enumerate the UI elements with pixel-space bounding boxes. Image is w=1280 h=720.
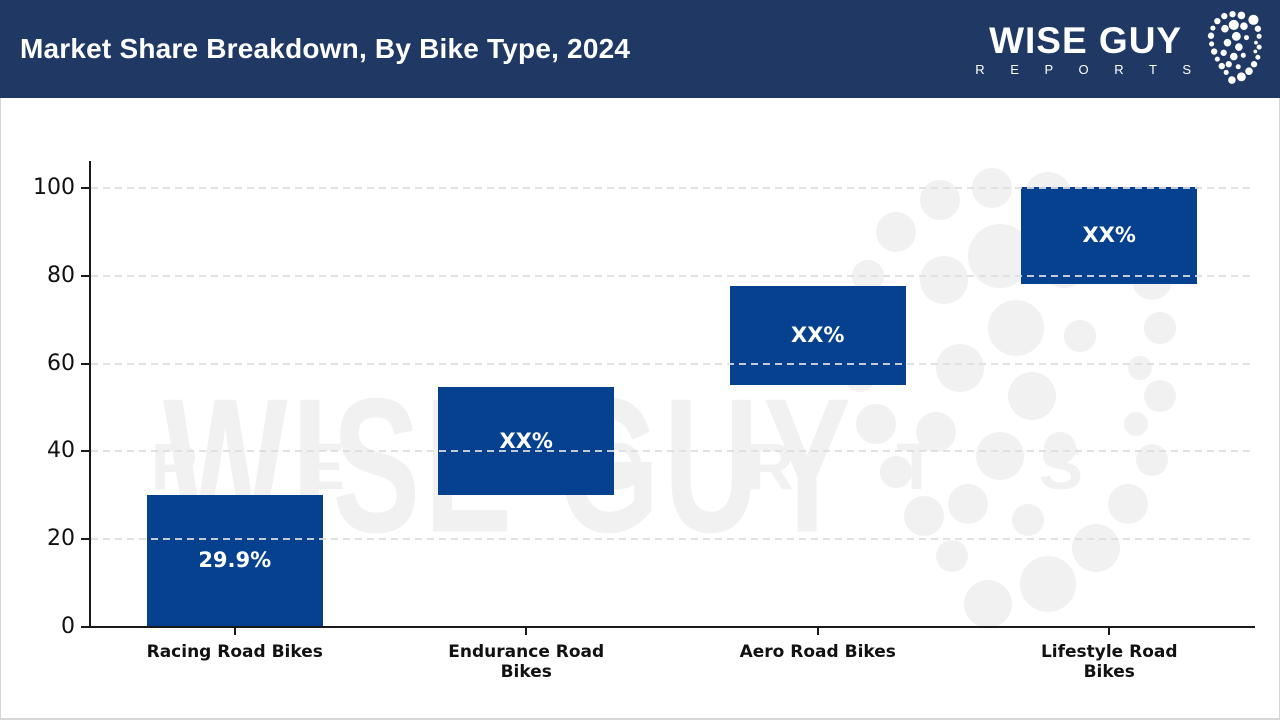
y-tick-label: 60 xyxy=(47,350,75,376)
x-tick-mark xyxy=(525,628,528,635)
gridline xyxy=(91,450,1255,453)
wiseguy-face-icon xyxy=(1207,11,1262,84)
gridline xyxy=(91,362,1255,365)
bar-value-label: 29.9% xyxy=(198,548,272,573)
y-tick-label: 80 xyxy=(47,262,75,288)
x-axis-line xyxy=(88,626,1255,628)
y-tick-mark xyxy=(81,538,89,541)
x-category-label: Racing Road Bikes xyxy=(146,642,323,662)
chart-panel: WISE GUY R E P O R T S 0 20 40 60 80 100 29.9%… xyxy=(0,98,1280,720)
x-category-label: Endurance Road Bikes xyxy=(448,642,605,682)
bar-value-label: XX% xyxy=(791,323,845,348)
y-tick-label: 100 xyxy=(33,175,75,200)
wiseguy-logo: WISE GUY R E P O R T S xyxy=(969,11,1262,87)
x-category-label: Lifestyle Road Bikes xyxy=(1040,642,1178,682)
header-bar: Market Share Breakdown, By Bike Type, 20… xyxy=(0,0,1280,98)
y-tick-mark xyxy=(81,450,89,453)
waterfall-bar-segment: XX% xyxy=(729,285,906,385)
y-tick-label: 20 xyxy=(47,526,75,552)
y-tick-mark xyxy=(81,362,89,365)
logo-brand-name: WISE GUY xyxy=(989,19,1183,61)
gridline xyxy=(91,187,1255,189)
waterfall-bar-segment: 29.9% xyxy=(146,494,323,626)
page-title: Market Share Breakdown, By Bike Type, 20… xyxy=(20,33,631,64)
x-category-label: Aero Road Bikes xyxy=(739,642,896,662)
gridline xyxy=(91,538,1255,541)
waterfall-bar-segment: XX% xyxy=(438,386,615,495)
gridline xyxy=(91,274,1255,277)
x-tick-mark xyxy=(233,628,236,635)
waterfall-bar-segment: XX% xyxy=(1021,187,1198,284)
x-tick-mark xyxy=(816,628,819,635)
bar-value-label: XX% xyxy=(1082,223,1136,248)
y-tick-mark xyxy=(81,187,89,189)
x-tick-mark xyxy=(1108,628,1111,635)
y-tick-label: 0 xyxy=(61,614,75,639)
y-tick-mark xyxy=(81,626,89,628)
logo-brand-subtitle: R E P O R T S xyxy=(975,61,1202,77)
wiseguy-logo-text: WISE GUY R E P O R T S xyxy=(969,22,1202,77)
y-tick-label: 40 xyxy=(47,438,75,464)
y-axis-line xyxy=(89,161,91,628)
y-tick-mark xyxy=(81,274,89,277)
bar-value-label: XX% xyxy=(499,428,553,453)
